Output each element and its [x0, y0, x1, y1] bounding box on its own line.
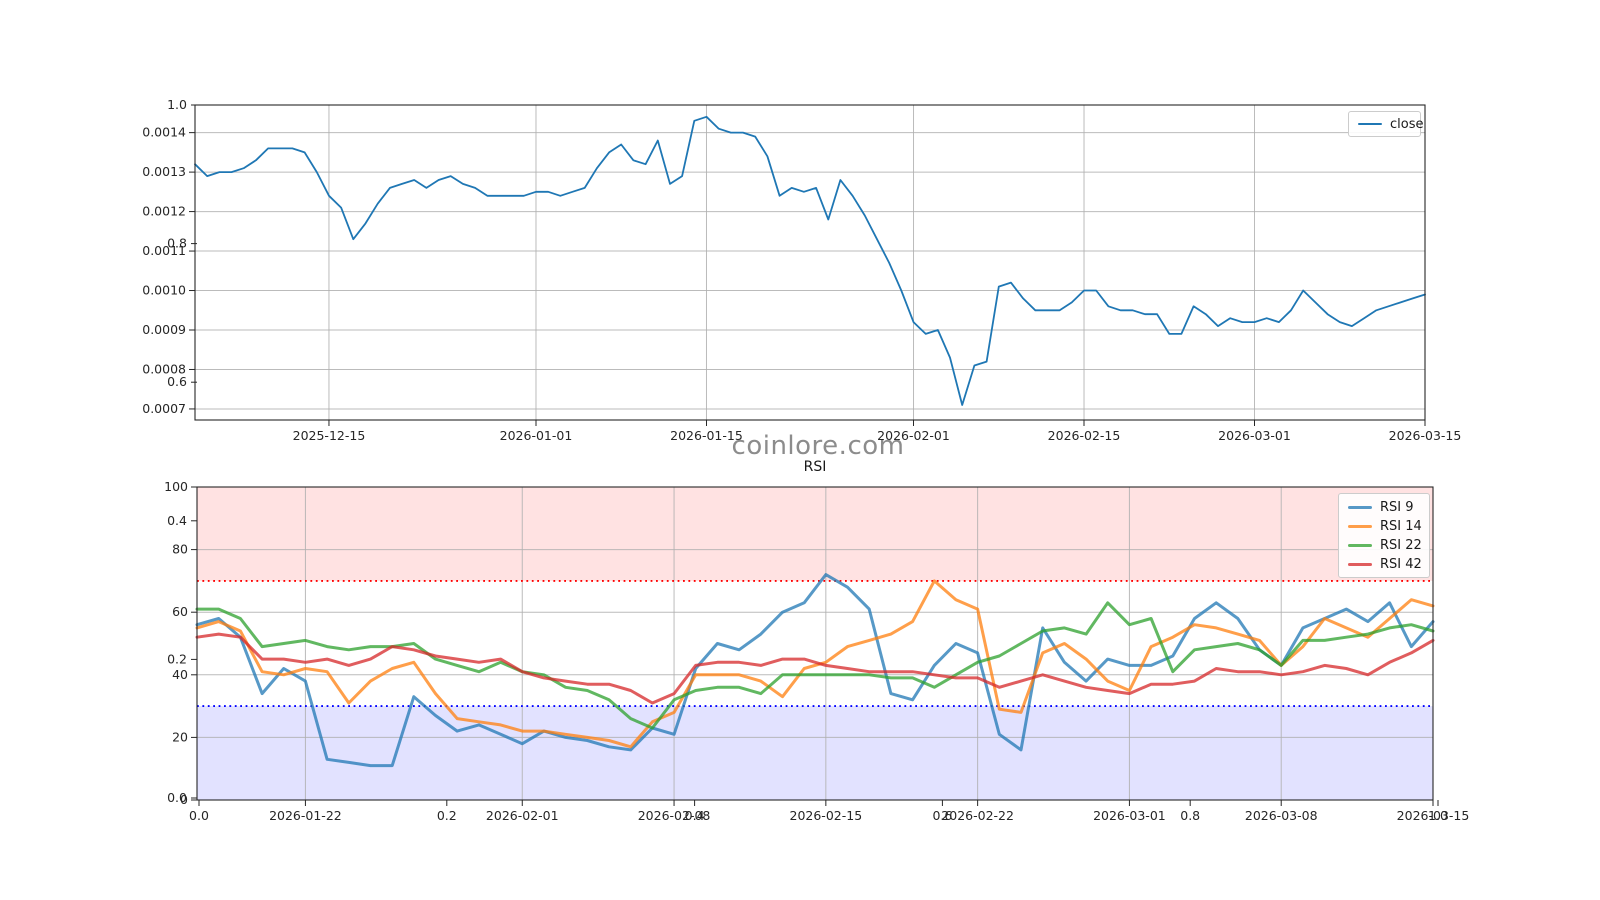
rsi-chart-title: RSI — [803, 459, 827, 475]
rsi-y-tick-label: 80 — [172, 542, 188, 557]
rsi9-legend-label: RSI 9 — [1380, 500, 1414, 515]
rsi-series-rsi42-line — [195, 632, 1435, 705]
overlay-y-tick-label: 0.0 — [167, 790, 187, 805]
overlay-y-tick-label: 0.6 — [167, 374, 187, 389]
price-x-tick-label: 2025-12-15 — [293, 428, 366, 443]
price-y-tick-label: 0.0007 — [142, 401, 186, 416]
rsi22-legend-label: RSI 22 — [1380, 538, 1422, 553]
rsi-series-rsi14-line — [195, 579, 1435, 749]
rsi-legend: RSI 9 RSI 14 RSI 22 RSI 42 — [1338, 493, 1430, 578]
rsi42-line-sample — [1348, 563, 1372, 566]
legend-row-rsi14: RSI 14 — [1348, 517, 1422, 536]
price-x-tick-label: 2026-03-15 — [1389, 428, 1462, 443]
rsi-x-tick-label: 2026-02-22 — [941, 808, 1014, 823]
price-x-tick-label: 2026-02-01 — [877, 428, 950, 443]
price-y-tick-label: 0.0013 — [142, 164, 186, 179]
price-y-tick-label: 0.0010 — [142, 283, 186, 298]
legend-row-close: close — [1358, 116, 1423, 132]
price-x-tick-label: 2026-03-01 — [1218, 428, 1291, 443]
legend-row-rsi9: RSI 9 — [1348, 498, 1420, 517]
rsi-y-tick-label: 0 — [180, 792, 188, 807]
overlay-y-tick-label: 1.0 — [167, 97, 187, 112]
rsi9-line-sample — [1348, 506, 1372, 509]
rsi-frame — [196, 486, 1434, 801]
legend-row-rsi22: RSI 22 — [1348, 536, 1422, 555]
price-y-tick-label: 0.0011 — [142, 243, 186, 258]
rsi-band-oversold-zone — [197, 706, 1433, 800]
legend-row-rsi42: RSI 42 — [1348, 555, 1422, 574]
rsi-x-tick-label: 2026-03-15 — [1397, 808, 1470, 823]
rsi-y-tick-label: 60 — [172, 604, 188, 619]
overlay-y-tick-label: 0.2 — [167, 651, 187, 666]
price-x-tick-label: 2026-01-15 — [670, 428, 743, 443]
rsi14-legend-label: RSI 14 — [1380, 519, 1422, 534]
price-x-tick-label: 2026-01-01 — [500, 428, 573, 443]
rsi-x-tick-label: 2026-02-15 — [790, 808, 863, 823]
price-y-tick-label: 0.0012 — [142, 204, 186, 219]
rsi-x-tick-label: 2026-03-08 — [1245, 808, 1318, 823]
price-series-close-line — [194, 115, 1426, 406]
price-legend: close — [1348, 111, 1423, 137]
rsi-x-tick-label: 2026-01-22 — [269, 808, 342, 823]
overlay-x-tick-label: 0.2 — [437, 808, 457, 823]
overlay-x-tick-label: 0.4 — [685, 808, 705, 823]
overlay-x-tick-label: 1.0 — [1428, 808, 1448, 823]
watermark: coinlore.com — [731, 431, 905, 461]
rsi-y-tick-label: 40 — [172, 667, 188, 682]
overlay-y-tick-label: 0.8 — [167, 236, 187, 251]
overlay-x-tick-label: 0.0 — [189, 808, 209, 823]
price-frame — [194, 104, 1426, 421]
rsi-x-tick-label: 2026-03-01 — [1093, 808, 1166, 823]
rsi-x-tick-label: 2026-02-01 — [486, 808, 559, 823]
close-legend-label: close — [1390, 116, 1424, 132]
rsi-series-rsi9-line — [195, 573, 1435, 768]
rsi22-line-sample — [1348, 544, 1372, 547]
overlay-x-tick-label: 0.6 — [932, 808, 952, 823]
rsi-y-tick-label: 100 — [164, 479, 188, 494]
overlay-y-tick-label: 0.4 — [167, 513, 187, 528]
close-line-sample — [1358, 123, 1382, 125]
rsi42-legend-label: RSI 42 — [1380, 557, 1422, 572]
price-y-tick-label: 0.0008 — [142, 361, 186, 376]
rsi-x-tick-label: 2026-02-08 — [638, 808, 711, 823]
rsi-band-overbought-zone — [197, 487, 1433, 581]
rsi-y-tick-label: 20 — [172, 729, 188, 744]
overlay-x-tick-label: 0.8 — [1180, 808, 1200, 823]
rsi14-line-sample — [1348, 525, 1372, 528]
price-x-tick-label: 2026-02-15 — [1048, 428, 1121, 443]
rsi-series-rsi22-line — [195, 601, 1435, 730]
price-y-tick-label: 0.0014 — [142, 125, 186, 140]
price-y-tick-label: 0.0009 — [142, 322, 186, 337]
